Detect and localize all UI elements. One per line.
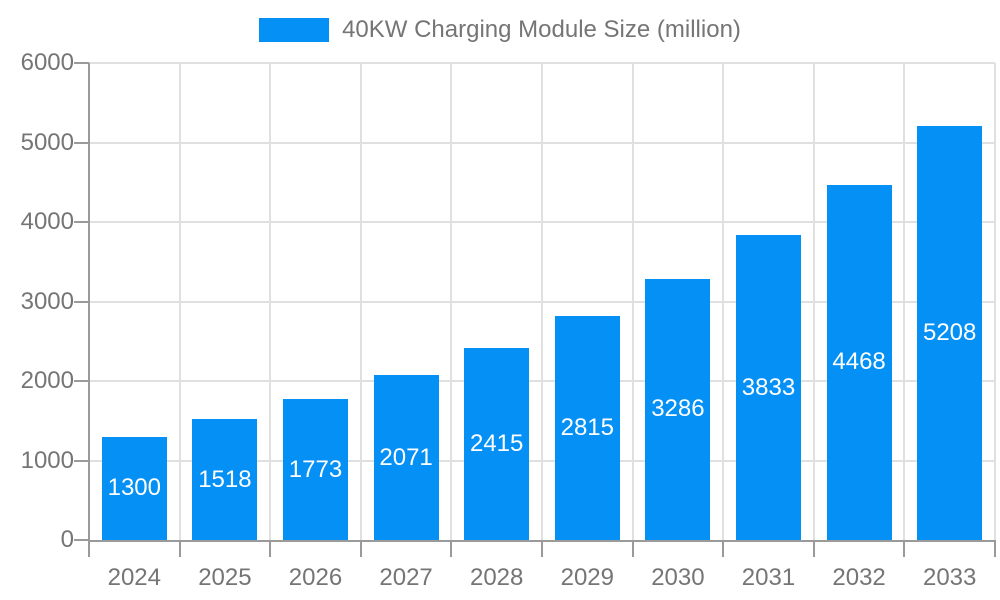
y-axis-tick [74, 221, 89, 223]
y-axis-tick-label: 4000 [20, 208, 74, 235]
x-axis-tick [812, 540, 815, 557]
x-axis-line [88, 540, 996, 542]
v-gridline [359, 63, 362, 540]
v-gridline [903, 63, 906, 540]
x-axis-tick [722, 540, 725, 557]
x-axis-tick-label: 2027 [379, 564, 433, 591]
x-axis-tick [269, 540, 272, 557]
legend-item[interactable]: 40KW Charging Module Size (million) [259, 17, 741, 43]
x-axis-tick [88, 540, 90, 557]
x-axis-tick [994, 540, 996, 557]
legend: 40KW Charging Module Size (million) [0, 17, 1000, 43]
x-axis-tick-label: 2026 [288, 564, 343, 591]
bar-value-label: 2415 [469, 429, 524, 457]
v-gridline [631, 63, 634, 540]
bar-2033: 5208 [917, 125, 983, 540]
y-axis-tick-label: 0 [60, 526, 74, 553]
x-axis-tick-label: 2032 [832, 564, 886, 591]
y-axis-tick [74, 380, 89, 382]
x-axis-tick-label: 2029 [560, 564, 614, 591]
y-axis-tick-label: 1000 [20, 446, 74, 474]
bar-value-label: 1518 [198, 465, 252, 493]
x-axis-tick-label: 2024 [107, 564, 161, 591]
legend-color-swatch [259, 18, 330, 42]
v-gridline [450, 63, 453, 540]
bar-value-label: 4468 [832, 348, 886, 376]
x-axis-tick [178, 540, 181, 557]
y-axis-tick [74, 300, 89, 303]
bar-2026: 1773 [283, 399, 348, 540]
x-axis-tick-label: 2025 [198, 564, 252, 591]
bar-value-label: 3833 [741, 373, 796, 401]
x-axis-tick-label: 2033 [922, 564, 977, 591]
y-axis-tick [74, 62, 89, 64]
bar-2030: 3286 [645, 278, 711, 540]
bar-value-label: 5208 [922, 318, 977, 346]
x-axis-tick [359, 540, 362, 557]
y-axis-tick [74, 459, 89, 462]
y-axis-tick-label: 6000 [20, 49, 74, 76]
bar-2031: 3833 [736, 235, 801, 540]
bar-2027: 2071 [373, 375, 439, 540]
bar-value-label: 1773 [288, 455, 343, 483]
y-axis-tick [74, 141, 89, 144]
x-axis-tick [903, 540, 906, 557]
x-axis-tick-label: 2030 [651, 564, 705, 591]
bar-2025: 1518 [192, 419, 258, 540]
v-gridline [722, 63, 725, 540]
v-gridline [812, 63, 815, 540]
v-gridline [178, 63, 181, 540]
bar-2024: 1300 [101, 436, 167, 540]
bar-value-label: 2071 [379, 443, 433, 471]
y-axis-tick-label: 5000 [20, 128, 74, 156]
y-axis-tick-label: 2000 [20, 367, 74, 394]
y-axis-line [88, 63, 90, 540]
y-axis-tick [74, 539, 89, 541]
bar-value-label: 1300 [107, 474, 161, 502]
x-axis-tick [541, 540, 543, 557]
bar-2032: 4468 [826, 184, 892, 540]
x-axis-tick-label: 2028 [469, 564, 524, 591]
bar-2029: 2815 [554, 316, 620, 540]
bar-value-label: 2815 [560, 414, 614, 442]
x-axis-tick [631, 540, 634, 557]
x-axis-tick [450, 540, 453, 557]
v-gridline [994, 63, 996, 540]
bar-2028: 2415 [464, 348, 530, 540]
v-gridline [541, 63, 543, 540]
y-axis-tick-label: 3000 [20, 287, 74, 315]
v-gridline [269, 63, 272, 540]
bar-value-label: 3286 [651, 395, 705, 423]
x-axis-tick-label: 2031 [741, 564, 796, 591]
legend-label: 40KW Charging Module Size (million) [342, 16, 741, 43]
